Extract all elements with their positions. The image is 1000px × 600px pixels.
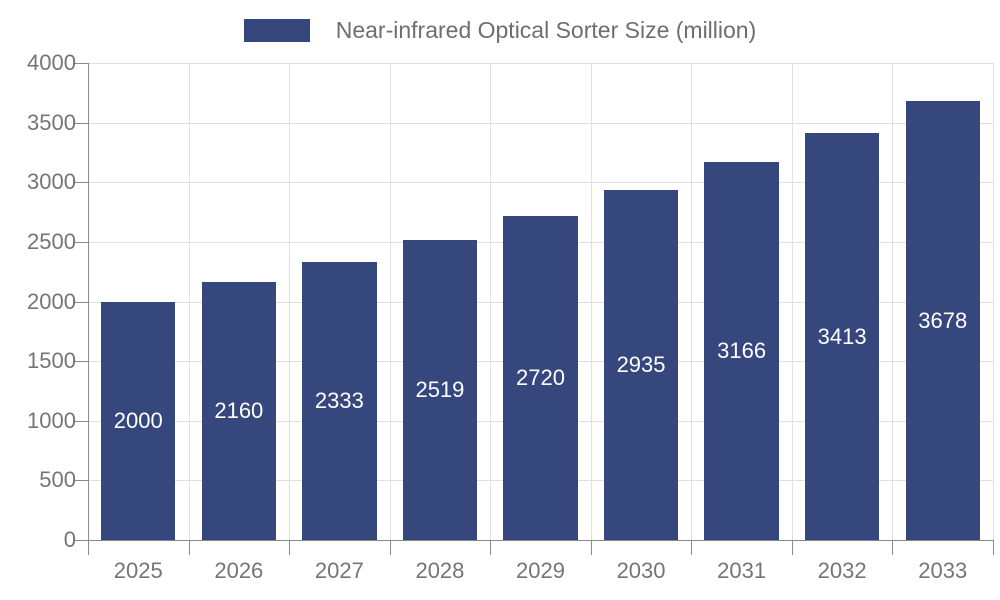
y-tick-label: 3000 [27,169,76,195]
bar[interactable]: 2160 [201,282,277,540]
y-axis-tick [73,540,88,541]
y-tick-label: 2500 [27,228,76,254]
gridline-vertical [892,63,894,540]
y-axis-tick [73,241,88,243]
bar[interactable]: 3166 [704,162,779,540]
legend-label: Near-infrared Optical Sorter Size (milli… [335,17,757,43]
gridline-vertical [590,63,592,540]
y-tick-label: 500 [39,467,76,493]
bar-value-label: 3413 [817,323,867,349]
x-axis-tick [88,540,89,555]
y-axis-tick [73,182,88,184]
x-tick-label: 2025 [113,558,163,583]
y-axis-tick [73,420,88,422]
y-axis-tick [73,122,88,124]
bar[interactable]: 3678 [905,101,980,540]
x-tick-label: 2030 [616,558,666,583]
bar-value-label: 2720 [516,364,565,390]
y-tick-label: 1500 [27,348,76,374]
bar[interactable]: 2935 [603,190,679,540]
x-tick-label: 2033 [918,558,968,583]
x-tick-label: 2027 [314,558,364,583]
y-tick-label: 4000 [27,50,76,75]
gridline-vertical [791,63,793,540]
x-tick-label: 2031 [717,558,767,583]
gridline-horizontal [88,182,993,184]
gridline-horizontal [88,63,993,64]
bar-value-label: 3166 [717,338,767,364]
gridline-vertical [691,63,693,540]
bar-value-label: 2935 [616,352,666,377]
x-axis-tick [188,540,190,555]
y-tick-label: 1000 [27,407,76,433]
bar-value-label: 2000 [113,407,163,433]
legend[interactable]: Near-infrared Optical Sorter Size (milli… [0,19,1000,42]
bar[interactable]: 2000 [101,301,176,540]
x-tick-label: 2029 [516,558,565,583]
x-axis-tick [791,540,793,555]
y-tick-label: 2000 [27,288,76,314]
x-tick-label: 2032 [817,558,867,583]
y-axis-tick [73,301,88,303]
plot-area: 2000 2160 2333 2519 2720 2935 3166 3413 3678 [88,63,994,540]
bar[interactable]: 2333 [302,261,377,540]
x-axis-line [88,540,994,541]
y-tick-label: 0 [63,527,76,552]
gridline-vertical [490,63,492,540]
y-axis-tick [73,361,88,363]
bar[interactable]: 2519 [402,239,478,540]
x-axis-tick [389,540,391,555]
gridline-vertical [389,63,391,540]
bar[interactable]: 2720 [503,215,578,540]
gridline-vertical [188,63,190,540]
x-tick-label: 2028 [415,558,465,583]
gridline-horizontal [88,122,993,124]
y-axis-line [88,63,89,555]
x-axis-tick [691,540,693,555]
y-tick-label: 3500 [27,109,76,135]
x-axis-tick [490,540,492,555]
x-axis-tick [892,540,894,555]
gridline-vertical [289,63,291,540]
bar-value-label: 2333 [314,387,364,413]
gridline-vertical [993,63,994,540]
x-axis-tick [289,540,291,555]
x-axis-tick [993,540,994,555]
bar[interactable]: 3413 [804,133,880,540]
bar-value-label: 2519 [415,376,465,402]
y-axis-tick [73,63,88,64]
x-tick-label: 2026 [214,558,264,583]
y-axis-tick [73,480,88,482]
legend-swatch-icon [243,19,310,42]
bar-value-label: 3678 [918,307,968,333]
bar-value-label: 2160 [214,398,264,424]
x-axis-tick [590,540,592,555]
